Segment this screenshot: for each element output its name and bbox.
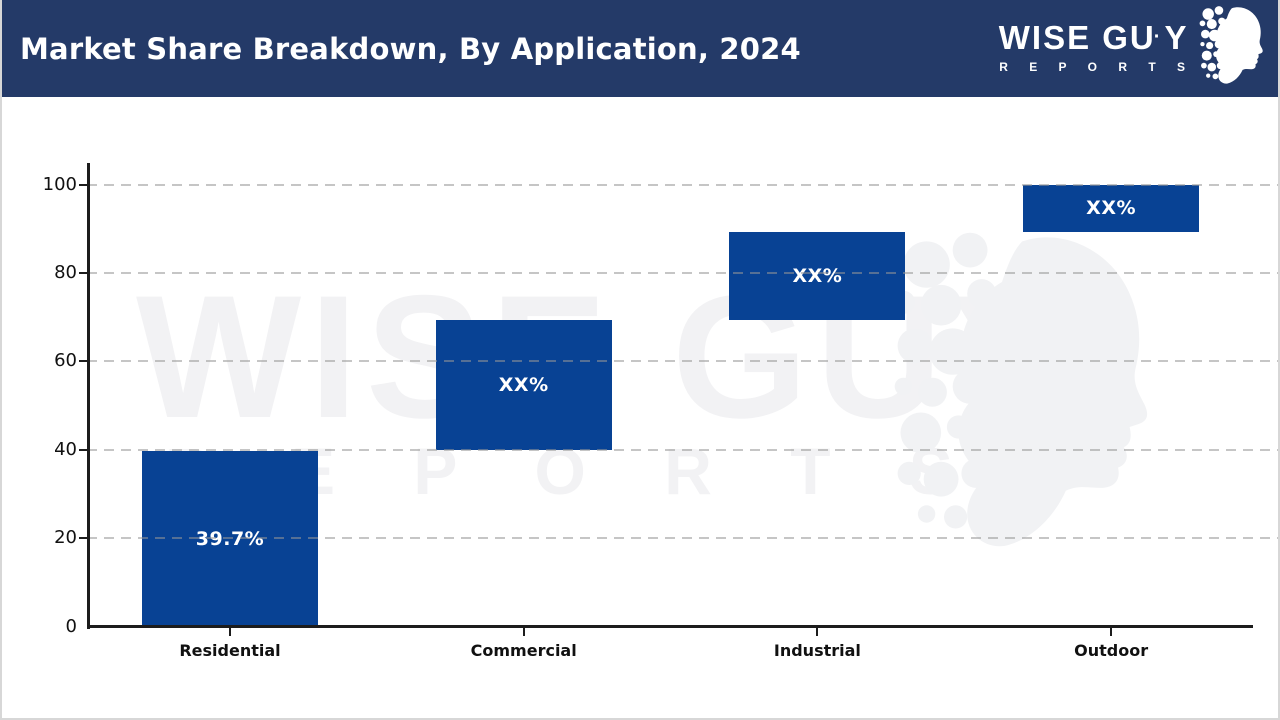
y-tick-80: [79, 271, 87, 274]
logo-dot: ·: [1153, 25, 1163, 48]
y-tick-60: [79, 360, 87, 363]
logo-face-icon: [1199, 6, 1263, 84]
header-bar: Market Share Breakdown, By Application, …: [0, 0, 1280, 97]
y-tick-20: [79, 537, 87, 540]
gridline-20: [87, 537, 1278, 540]
gridline-40: [87, 448, 1278, 451]
logo-text: WISE GU·Y R E P O R T S: [993, 19, 1194, 74]
bar-commercial: XX%: [435, 320, 612, 450]
chart-title: Market Share Breakdown, By Application, …: [20, 31, 801, 66]
x-label-outdoor: Outdoor: [1074, 640, 1149, 660]
x-label-residential: Residential: [179, 640, 281, 660]
bar-industrial: XX%: [729, 232, 906, 321]
y-tick-label-100: 100: [42, 173, 77, 195]
bar-outdoor: XX%: [1023, 184, 1200, 233]
y-tick-100: [79, 183, 87, 186]
logo-wordmark: WISE GU·Y: [998, 19, 1189, 57]
y-tick-label-40: 40: [54, 438, 77, 460]
y-tick-label-60: 60: [54, 350, 77, 372]
bar-value-label: XX%: [498, 373, 549, 396]
x-axis-line: [87, 625, 1253, 628]
y-tick-label-20: 20: [54, 527, 77, 549]
bar-value-label: XX%: [1086, 197, 1137, 220]
y-axis-line: [87, 163, 90, 629]
x-tick-industrial: [816, 627, 819, 636]
wise-guy-logo: WISE GU·Y R E P O R T S: [993, 4, 1272, 90]
gridline-60: [87, 360, 1278, 363]
gridline-80: [87, 271, 1278, 274]
x-tick-residential: [229, 627, 231, 636]
x-label-commercial: Commercial: [470, 640, 577, 660]
y-tick-label-80: 80: [54, 261, 77, 283]
bar-value-label: XX%: [792, 265, 843, 288]
y-tick-40: [79, 448, 87, 451]
gridline-100: [87, 183, 1278, 186]
y-tick-label-0: 0: [65, 615, 77, 637]
x-tick-commercial: [522, 627, 525, 636]
x-label-industrial: Industrial: [773, 640, 861, 660]
logo-subtext: R E P O R T S: [999, 59, 1194, 74]
x-tick-outdoor: [1110, 627, 1113, 636]
